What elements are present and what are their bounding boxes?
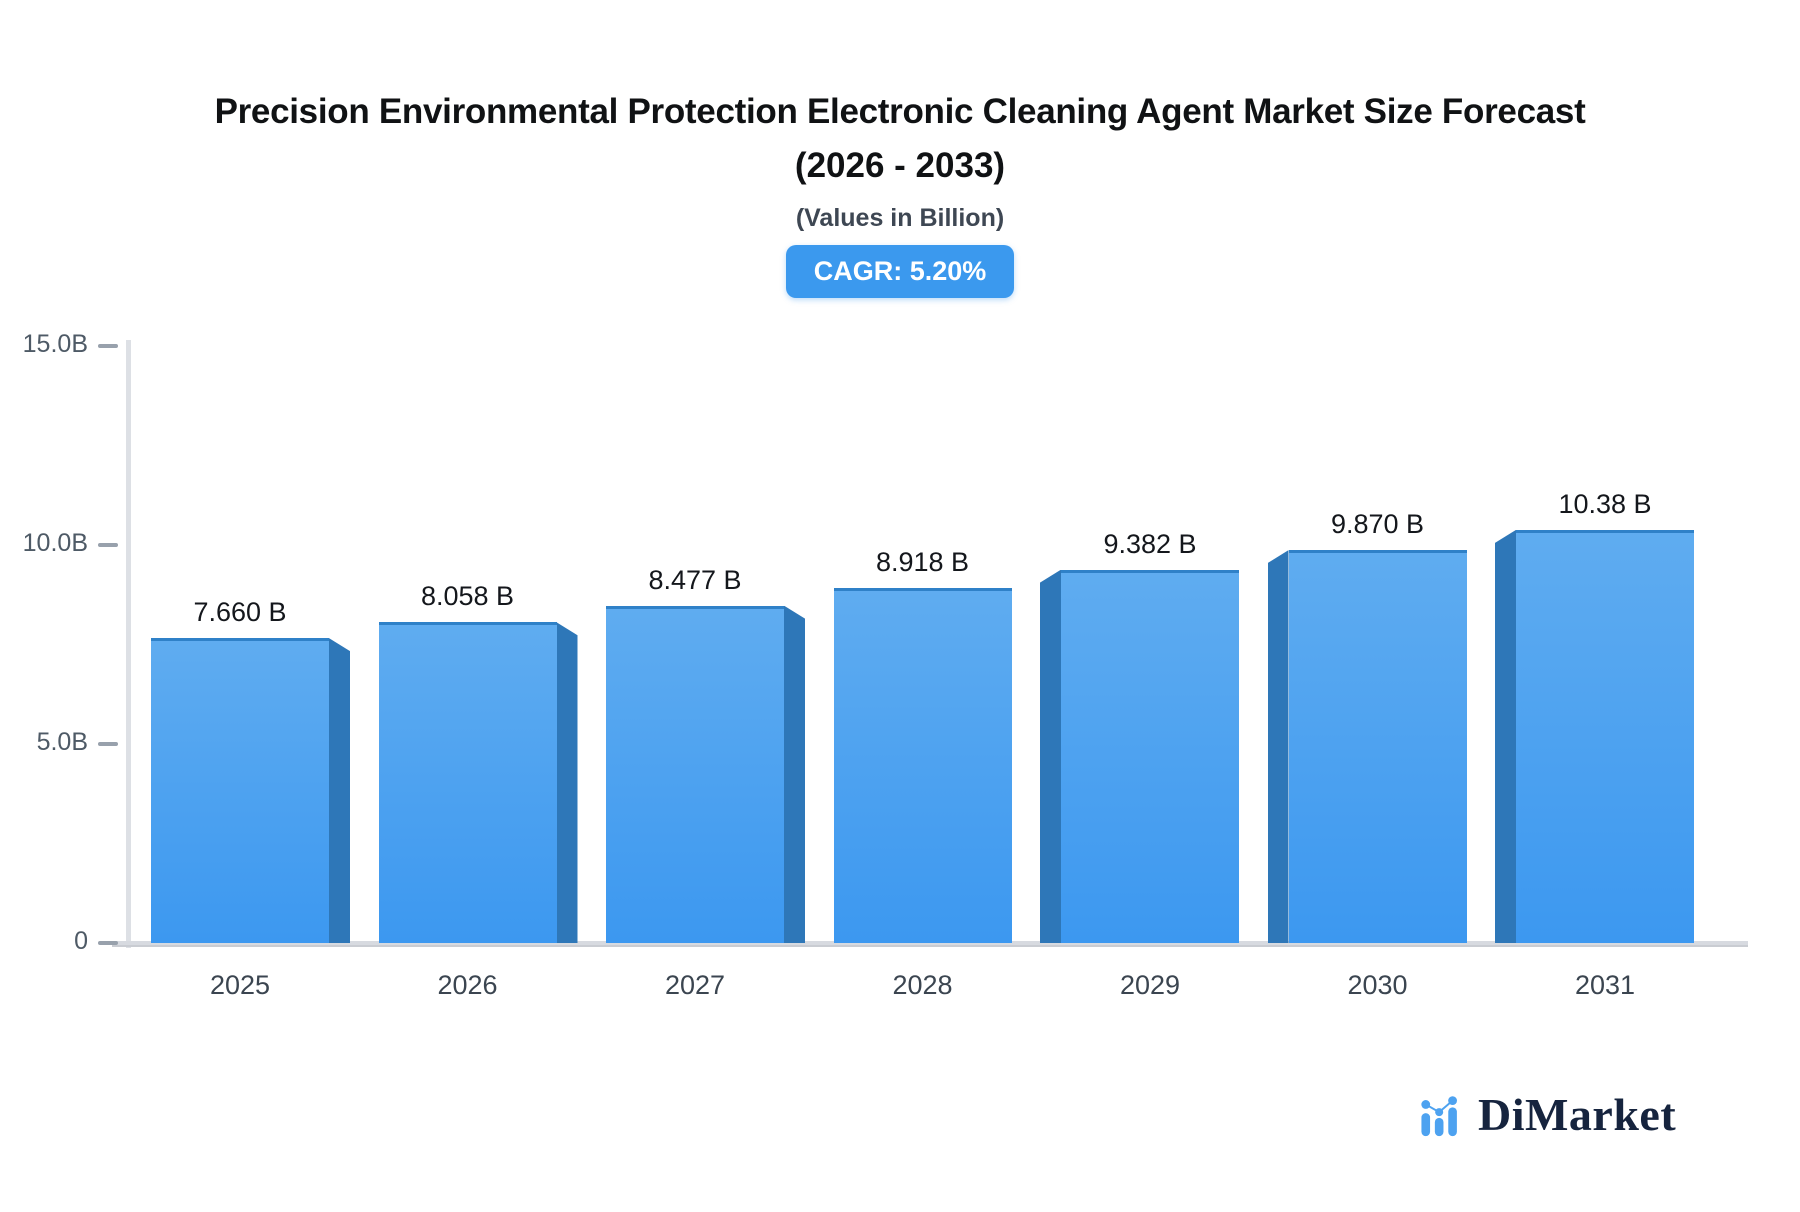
x-axis-label: 2028	[892, 970, 953, 1000]
y-tick	[98, 344, 118, 348]
bar-value-label: 9.870 B	[1330, 509, 1425, 540]
bar-side-face	[1495, 529, 1516, 943]
brand-chart-icon	[1421, 1095, 1457, 1136]
bar-side-face	[1040, 569, 1061, 943]
bar	[606, 605, 784, 943]
bar-value-label: 8.477 B	[648, 564, 742, 595]
y-tick-label: 10.0B	[22, 529, 88, 557]
x-axis-label: 2029	[1119, 970, 1181, 1000]
page-title-years: (2026 - 2033)	[794, 146, 1006, 185]
y-tick-label: 0	[74, 927, 88, 955]
y-tick-label: 5.0B	[36, 728, 88, 756]
chart-header: Precision Environmental Protection Elect…	[0, 0, 1800, 298]
bar-side-face	[1267, 550, 1289, 943]
bar-side-face	[556, 622, 578, 943]
x-axis-label: 2027	[664, 970, 726, 1000]
bar	[1288, 550, 1467, 943]
y-tick-label: 15.0B	[22, 330, 88, 358]
x-axis-label: 2030	[1347, 970, 1408, 1000]
y-tick	[98, 742, 118, 746]
bar-side-face	[329, 638, 350, 943]
brand-logo: DiMarket	[1420, 1088, 1676, 1141]
bar	[1061, 569, 1239, 943]
bar-value-label: 8.918 B	[875, 547, 970, 578]
x-axis-baseline	[112, 941, 1748, 947]
bar	[151, 638, 329, 943]
bar-side-face	[784, 605, 805, 943]
page-title: Precision Environmental Protection Elect…	[214, 92, 1586, 131]
bar	[833, 588, 1012, 943]
y-tick	[98, 941, 118, 945]
x-axis-label: 2026	[437, 970, 498, 1000]
bar-value-label: 7.660 B	[193, 597, 287, 628]
bar-value-label: 8.058 B	[420, 581, 515, 612]
cagr-badge: CAGR: 5.20%	[785, 245, 1015, 298]
y-tick	[98, 543, 118, 547]
bar-value-label: 10.38 B	[1558, 488, 1652, 519]
bar	[378, 622, 557, 943]
x-axis-label: 2025	[209, 970, 271, 1000]
bar	[1516, 529, 1694, 943]
bar-value-label: 9.382 B	[1103, 528, 1197, 559]
brand-name: DiMarket	[1478, 1089, 1677, 1140]
x-axis-label: 2031	[1574, 970, 1636, 1000]
y-axis-line	[126, 340, 131, 948]
chart-subtitle: (Values in Billion)	[795, 204, 1005, 232]
